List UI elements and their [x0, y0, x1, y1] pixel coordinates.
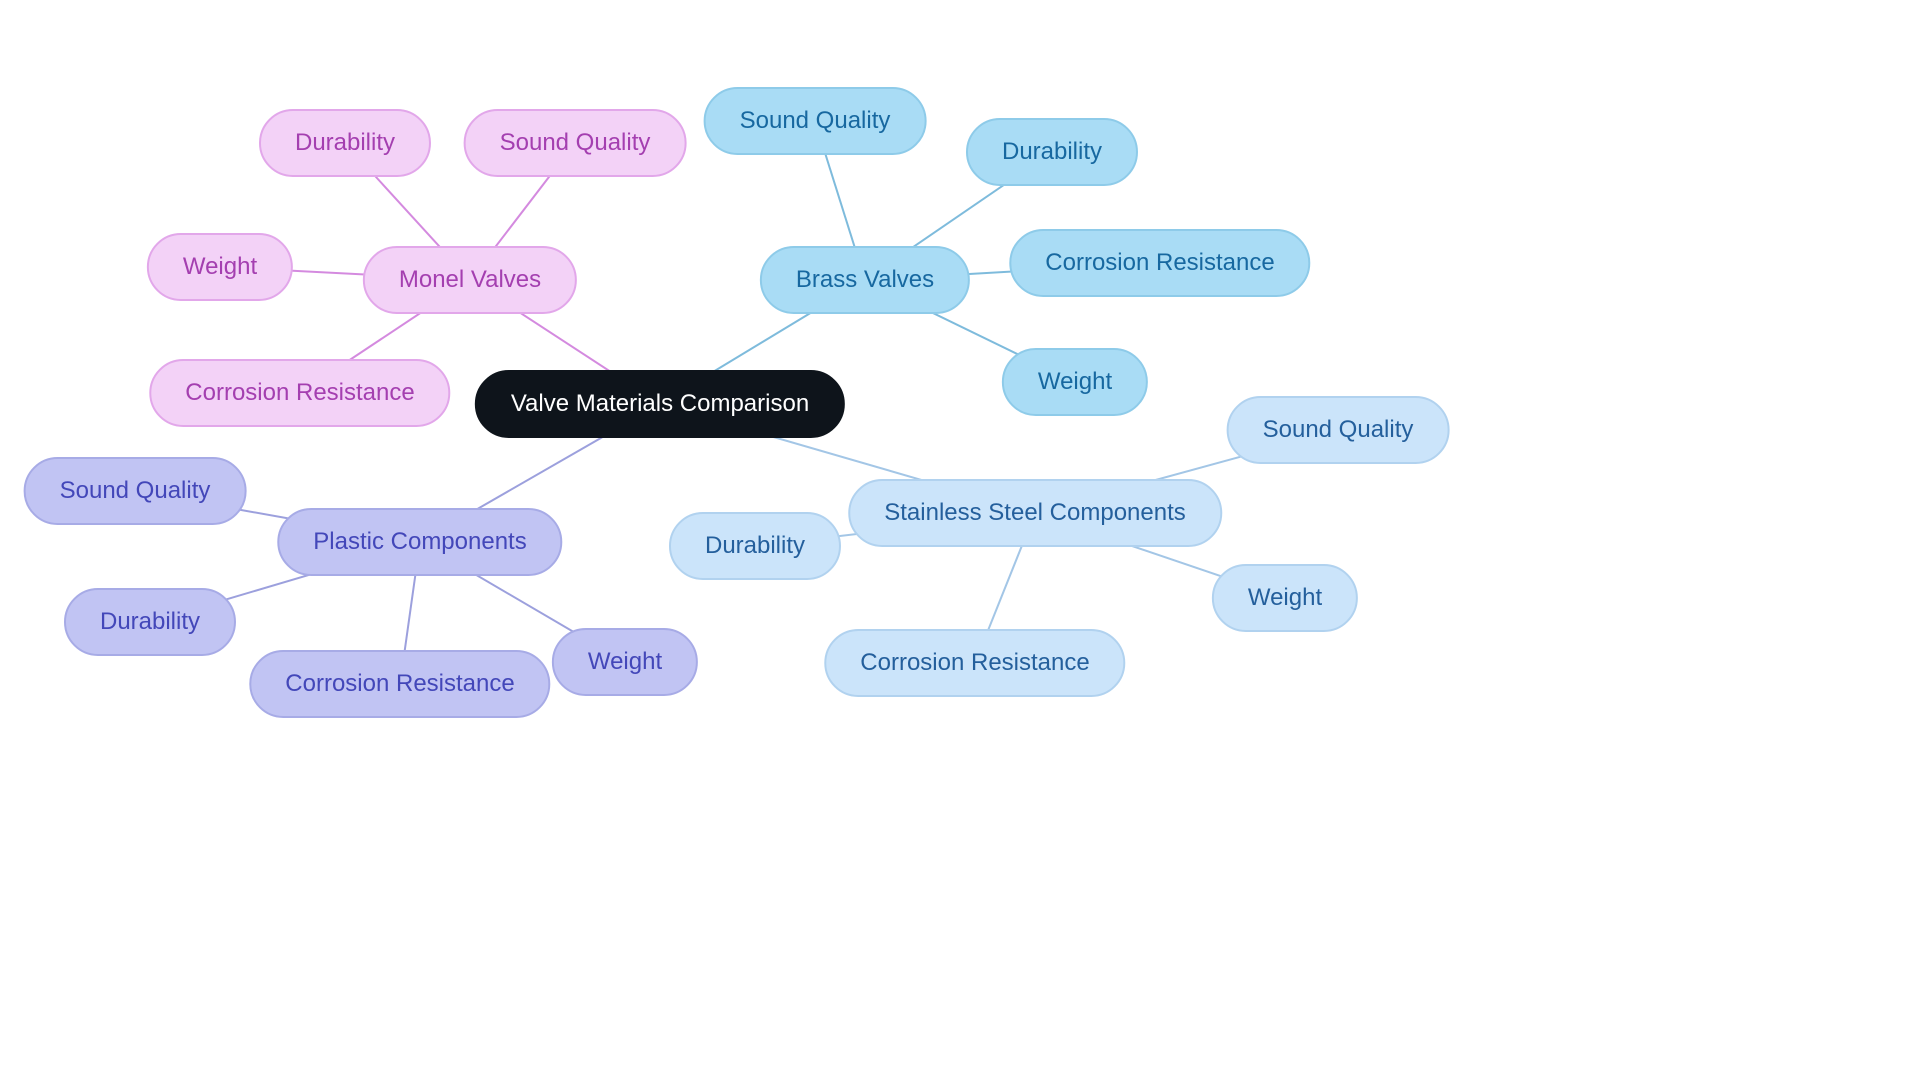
node-steel-durability: Durability [669, 512, 841, 580]
node-steel-weight: Weight [1212, 564, 1358, 632]
node-plastic: Plastic Components [277, 508, 562, 576]
node-monel-corrosion: Corrosion Resistance [149, 359, 450, 427]
node-monel: Monel Valves [363, 246, 577, 314]
node-plastic-corrosion: Corrosion Resistance [249, 650, 550, 718]
node-steel-sound: Sound Quality [1227, 396, 1450, 464]
node-plastic-sound: Sound Quality [24, 457, 247, 525]
node-brass-corrosion: Corrosion Resistance [1009, 229, 1310, 297]
node-steel-corrosion: Corrosion Resistance [824, 629, 1125, 697]
node-monel-weight: Weight [147, 233, 293, 301]
node-monel-durability: Durability [259, 109, 431, 177]
node-plastic-weight: Weight [552, 628, 698, 696]
mindmap-diagram: Valve Materials Comparison Monel Valves Du… [0, 0, 1920, 1083]
node-brass-weight: Weight [1002, 348, 1148, 416]
node-root: Valve Materials Comparison [475, 370, 845, 438]
node-steel: Stainless Steel Components [848, 479, 1222, 547]
node-monel-sound: Sound Quality [464, 109, 687, 177]
node-plastic-durability: Durability [64, 588, 236, 656]
node-brass-sound: Sound Quality [704, 87, 927, 155]
node-brass-durability: Durability [966, 118, 1138, 186]
node-brass: Brass Valves [760, 246, 970, 314]
